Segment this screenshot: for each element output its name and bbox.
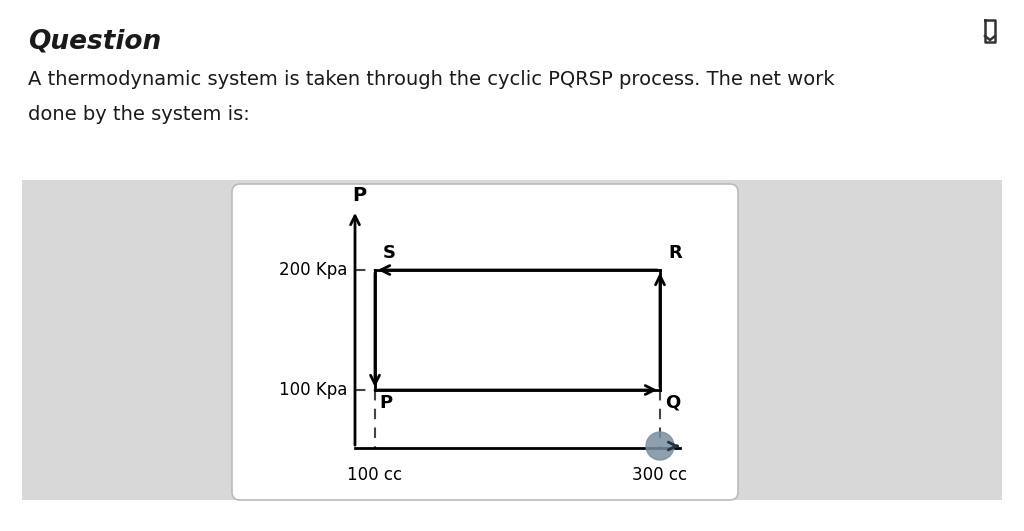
Text: Question: Question bbox=[28, 28, 161, 54]
Text: P: P bbox=[379, 394, 392, 412]
Text: 300 cc: 300 cc bbox=[633, 466, 687, 484]
Text: Q: Q bbox=[665, 394, 680, 412]
Text: R: R bbox=[668, 244, 682, 262]
Text: 200 Kpa: 200 Kpa bbox=[279, 261, 347, 279]
Text: 100 cc: 100 cc bbox=[347, 466, 402, 484]
Text: A thermodynamic system is taken through the cyclic PQRSP process. The net work: A thermodynamic system is taken through … bbox=[28, 70, 835, 89]
FancyBboxPatch shape bbox=[232, 184, 738, 500]
Bar bbox=[22, 180, 1002, 500]
Text: S: S bbox=[383, 244, 396, 262]
Text: 100 Kpa: 100 Kpa bbox=[279, 381, 347, 399]
Text: done by the system is:: done by the system is: bbox=[28, 105, 250, 124]
Text: P: P bbox=[352, 186, 366, 205]
Circle shape bbox=[646, 432, 674, 460]
